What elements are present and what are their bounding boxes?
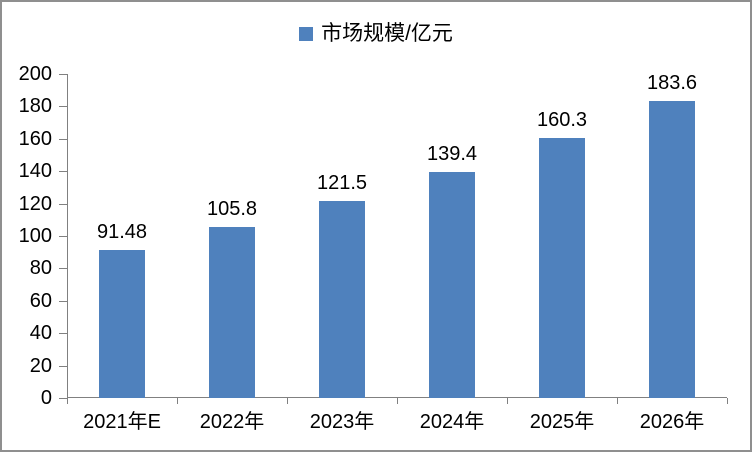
x-axis-label: 2026年 xyxy=(639,411,705,433)
legend-label: 市场规模/亿元 xyxy=(321,22,453,45)
y-axis-tick xyxy=(59,74,67,75)
x-axis-tick xyxy=(727,398,728,404)
y-axis-tick xyxy=(59,268,67,270)
bar xyxy=(539,138,585,398)
x-axis-tick xyxy=(397,398,398,404)
x-axis-tick xyxy=(507,398,508,404)
x-axis-label: 2022年 xyxy=(199,411,265,433)
bar-value-label: 139.4 xyxy=(426,143,478,166)
y-axis-label: 60 xyxy=(29,289,52,312)
bar-value-label: 183.6 xyxy=(646,71,698,94)
bar xyxy=(429,172,475,398)
x-axis-tick xyxy=(617,398,618,404)
x-axis-label: 2025年 xyxy=(529,411,595,433)
bar-value-label: 91.48 xyxy=(96,220,148,243)
y-axis-label: 100 xyxy=(18,225,52,247)
bar-value-label: 121.5 xyxy=(316,172,368,195)
bar xyxy=(649,100,695,398)
y-axis-label: 120 xyxy=(18,192,52,215)
y-axis-label: 160 xyxy=(18,127,52,150)
y-axis-tick xyxy=(59,300,67,302)
y-axis-tick xyxy=(59,398,67,399)
x-axis-tick xyxy=(287,398,288,404)
y-axis-tick xyxy=(59,236,67,237)
bar xyxy=(99,249,145,398)
y-axis-label: 20 xyxy=(29,354,52,377)
y-axis-label: 180 xyxy=(18,95,52,118)
bar-value-label: 105.8 xyxy=(206,197,258,220)
y-axis-label: 40 xyxy=(29,322,52,345)
y-axis-tick xyxy=(59,138,67,140)
bar xyxy=(319,201,365,398)
bar xyxy=(209,226,255,398)
x-axis-label: 2024年 xyxy=(419,411,485,433)
y-axis-tick xyxy=(59,365,67,367)
y-axis-label: 0 xyxy=(40,387,52,409)
y-axis-tick xyxy=(59,171,67,173)
y-axis-tick xyxy=(59,333,67,335)
x-axis-tick xyxy=(177,398,178,404)
x-axis-label: 2021年E xyxy=(83,411,161,433)
y-axis-label: 80 xyxy=(29,257,52,280)
x-axis-label: 2023年 xyxy=(309,411,375,433)
x-axis-tick xyxy=(67,398,68,404)
y-axis-label: 200 xyxy=(18,63,52,85)
plot-area: 0 20 40 60 80 100 120 140 160 180 200 91.48 2021年E 10… xyxy=(19,63,728,433)
legend-marker-icon xyxy=(299,27,314,41)
legend: 市场规模/亿元 xyxy=(2,22,750,46)
y-axis-tick xyxy=(59,203,67,205)
y-axis-label: 140 xyxy=(18,160,52,183)
x-axis-line xyxy=(67,397,727,398)
y-axis-line xyxy=(67,74,68,398)
bar-value-label: 160.3 xyxy=(536,109,588,132)
y-axis-tick xyxy=(59,106,67,108)
